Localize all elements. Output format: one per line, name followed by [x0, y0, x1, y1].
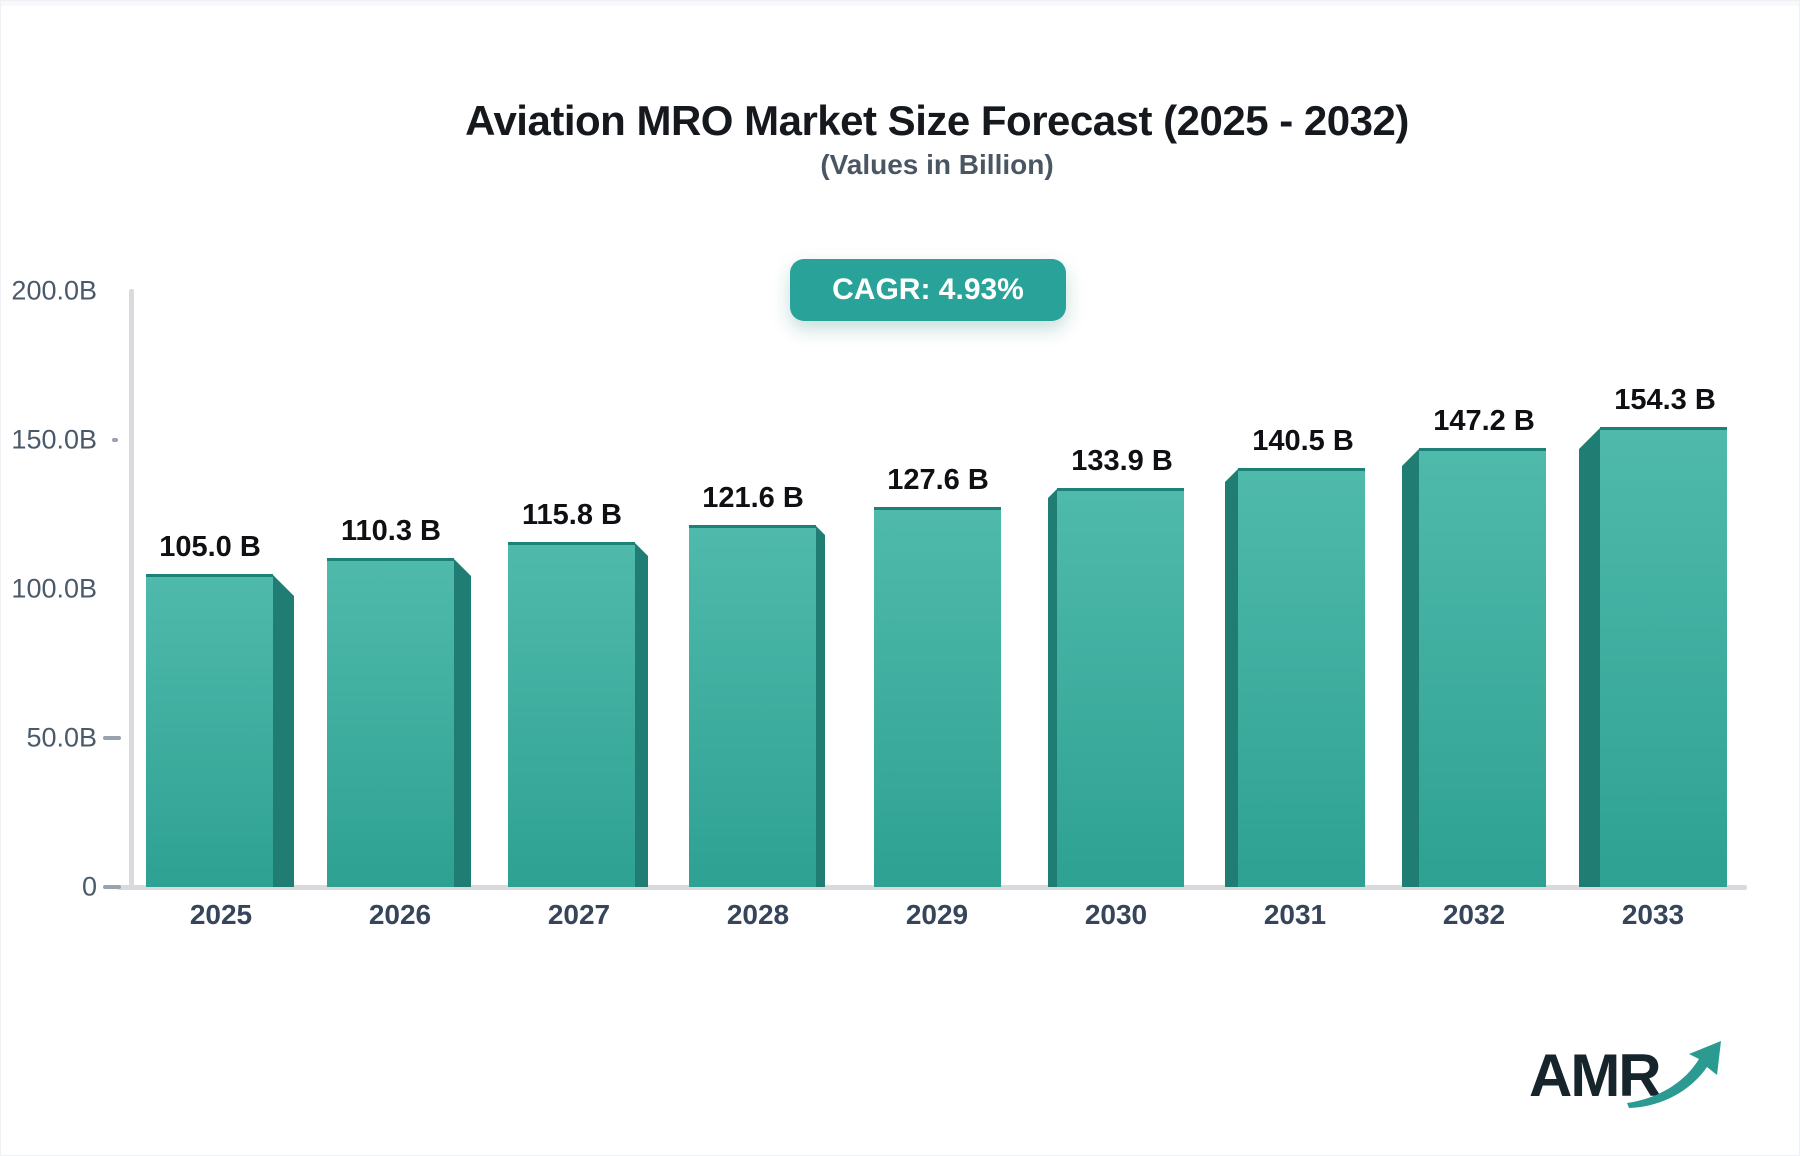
bar-chart-plot-area: 105.0 B 2025 110.3 B 2026 115.8 B 2027 121.6 B…	[131, 289, 1743, 930]
bar-2032[interactable]	[1419, 448, 1546, 887]
bar-value-label-2027: 115.8 B	[522, 499, 622, 531]
bar-value-label-2026: 110.3 B	[341, 515, 441, 547]
bar-2030[interactable]	[1057, 488, 1184, 887]
bar-side-face-2027	[634, 542, 648, 887]
x-axis-label-2027: 2027	[547, 899, 611, 930]
page-top-band	[1, 1, 1799, 6]
x-axis-label-2029: 2029	[905, 899, 969, 930]
bar-group-2028	[689, 525, 826, 887]
amr-logo-text: AMR	[1529, 1042, 1662, 1109]
bar-group-2026	[327, 558, 472, 887]
bar-group-2029	[874, 507, 1001, 887]
x-axis-label-2028: 2028	[726, 899, 790, 930]
bar-2025[interactable]	[146, 574, 273, 887]
bar-2028[interactable]	[689, 525, 816, 887]
bar-value-label-2031: 140.5 B	[1252, 425, 1354, 457]
bar-value-label-2029: 127.6 B	[887, 464, 989, 496]
chart-title: Aviation MRO Market Size Forecast (2025 …	[465, 97, 1409, 144]
bar-value-label-2033: 154.3 B	[1614, 384, 1716, 416]
amr-logo: AMR	[1529, 1029, 1789, 1141]
bar-side-face-2026	[453, 558, 471, 887]
bar-value-label-2025: 105.0 B	[159, 531, 261, 563]
bar-group-2027	[508, 542, 649, 887]
y-axis-line	[129, 289, 134, 890]
x-axis-line	[117, 885, 1747, 890]
bar-2027[interactable]	[508, 542, 635, 887]
bar-side-face-2031	[1225, 468, 1239, 887]
bar-value-label-2028: 121.6 B	[702, 482, 804, 514]
bar-side-face-2033	[1579, 427, 1601, 887]
cagr-badge-label: CAGR: 4.93%	[832, 273, 1024, 306]
bar-side-face-2028	[815, 525, 825, 887]
y-axis-tick-0	[103, 885, 121, 889]
bar-value-label-2030: 133.9 B	[1071, 445, 1173, 477]
chart-subtitle: (Values in Billion)	[820, 149, 1054, 180]
bar-group-2030	[1048, 488, 1185, 887]
y-axis-label-50: 50.0B	[26, 722, 97, 753]
bar-side-face-2032	[1402, 448, 1420, 887]
growth-arrow-icon	[1627, 1041, 1721, 1108]
y-axis-tick-150	[112, 438, 118, 442]
y-axis-tick-50	[103, 736, 121, 740]
bar-2026[interactable]	[327, 558, 454, 887]
x-axis-label-2032: 2032	[1442, 899, 1506, 930]
bar-group-2025	[146, 574, 295, 887]
bar-group-2033	[1579, 427, 1728, 887]
y-axis-label-100: 100.0B	[11, 573, 97, 604]
bar-group-2031	[1225, 468, 1366, 887]
bar-value-label-2032: 147.2 B	[1433, 405, 1535, 437]
x-axis-label-2026: 2026	[368, 899, 432, 930]
y-axis-label-150: 150.0B	[11, 424, 97, 455]
bar-side-face-2030	[1048, 488, 1058, 887]
x-axis-label-2030: 2030	[1084, 899, 1148, 930]
bar-2033[interactable]	[1600, 427, 1727, 887]
cagr-badge: CAGR: 4.93%	[790, 259, 1066, 321]
bar-side-face-2025	[272, 574, 294, 887]
y-axis-label-200: 200.0B	[11, 275, 97, 306]
bar-group-2032	[1402, 448, 1547, 887]
x-axis-label-2033: 2033	[1621, 899, 1685, 930]
y-axis-label-0: 0	[81, 871, 97, 902]
bar-2029[interactable]	[874, 507, 1001, 887]
bar-2031[interactable]	[1238, 468, 1365, 887]
x-axis-label-2031: 2031	[1263, 899, 1327, 930]
x-axis-label-2025: 2025	[189, 899, 253, 930]
